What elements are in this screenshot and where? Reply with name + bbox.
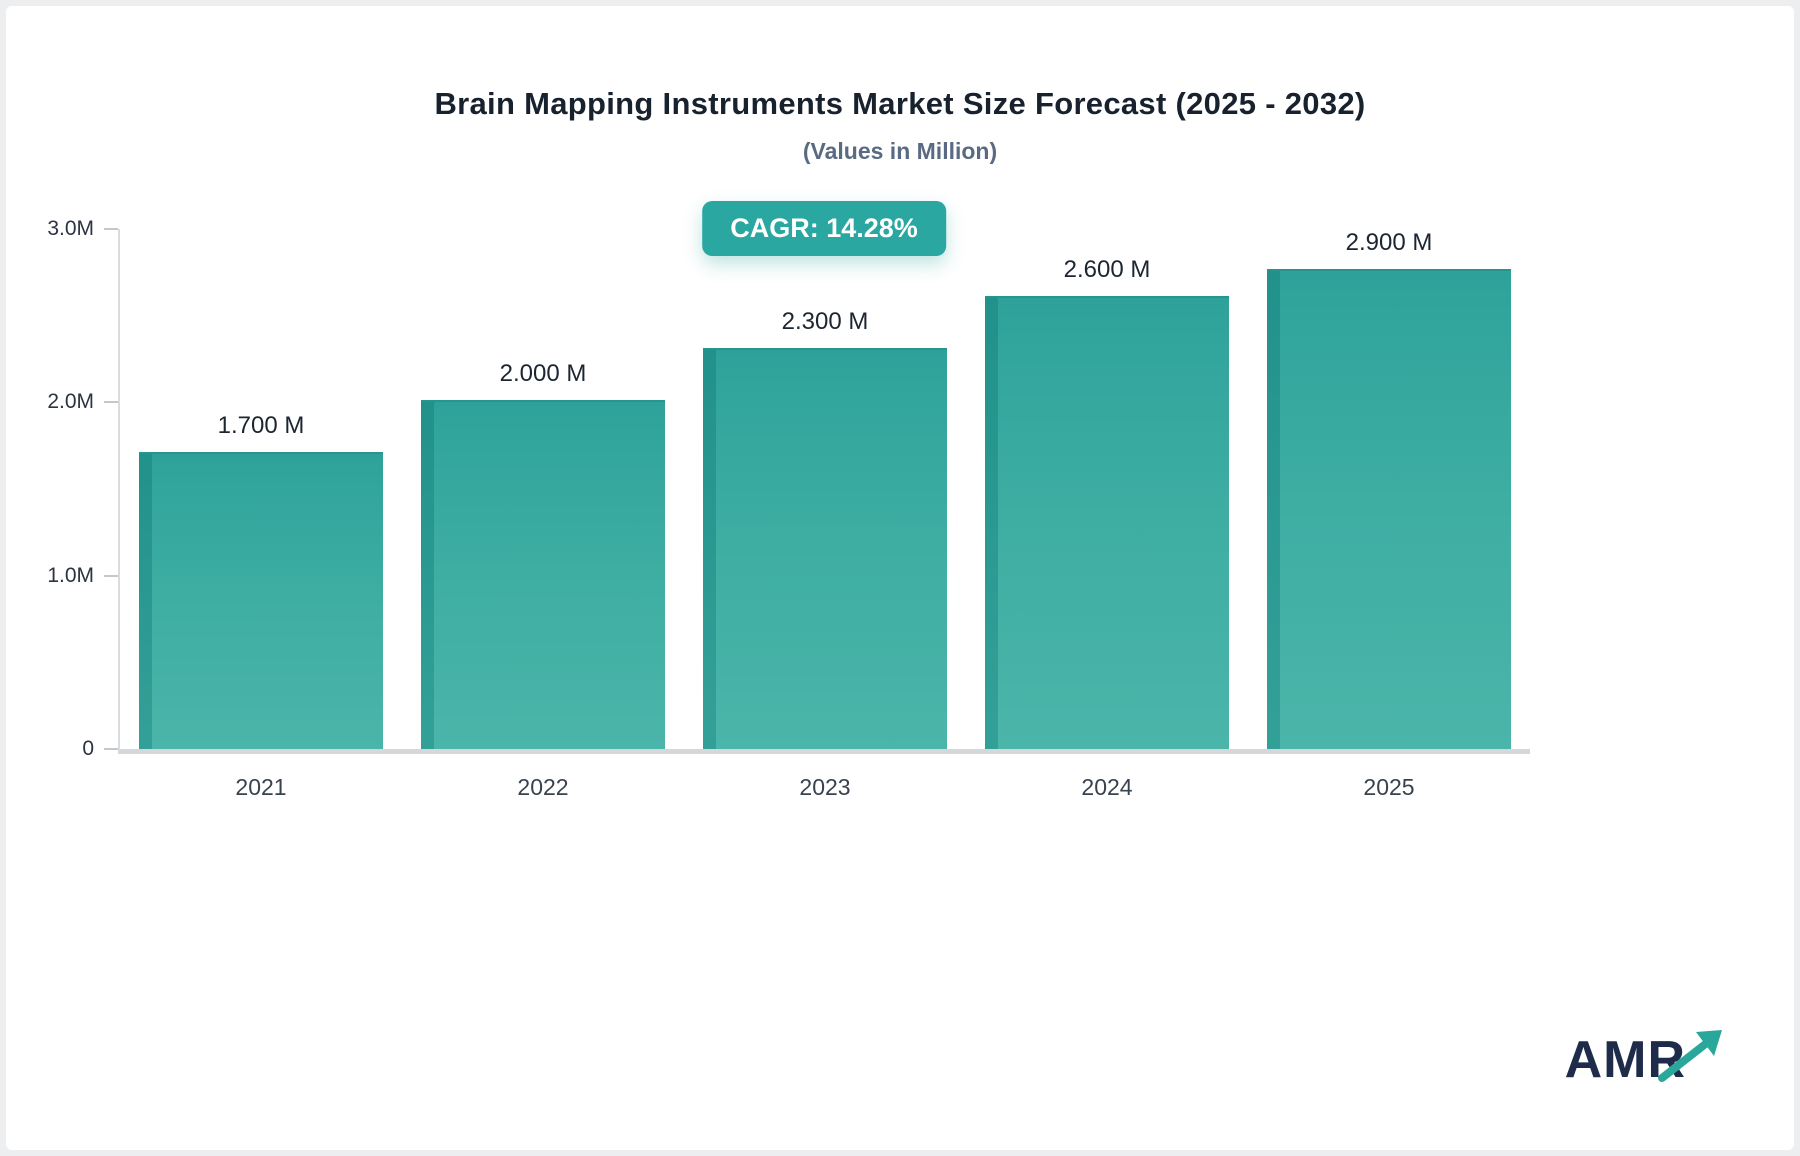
- bar-value-label: 1.700 M: [217, 412, 305, 440]
- growth-arrow-icon: [1658, 1030, 1722, 1082]
- bar-value-label: 2.900 M: [1345, 229, 1433, 256]
- cagr-badge: CAGR: 14.28%: [702, 201, 946, 256]
- amr-logo: AMR: [1565, 1026, 1728, 1086]
- chart-card: Brain Mapping Instruments Market Size Fo…: [6, 6, 1794, 1150]
- x-axis-label: 2021: [235, 774, 287, 800]
- bar-2022: [421, 400, 665, 749]
- bar-column: 2.900 M 2025: [1255, 229, 1523, 800]
- y-tick: 3.0M: [47, 217, 118, 241]
- plot-area: 1.700 M 2021 2.000 M 2022 2.300 M 2023 2.600 M…: [118, 229, 1530, 800]
- y-tick: 1.0M: [47, 564, 118, 588]
- bar-2021: [139, 452, 383, 749]
- x-axis-label: 2022: [517, 774, 569, 800]
- chart: CAGR: 14.28% 3.0M 2.0M 1.0M 0 1.700 M 2021 2.…: [36, 201, 1536, 800]
- chart-subtitle: (Values in Million): [802, 138, 998, 164]
- y-tick: 2.0M: [47, 390, 118, 414]
- y-axis: 3.0M 2.0M 1.0M 0: [36, 217, 118, 760]
- y-tick: 0: [82, 737, 118, 761]
- bar-column: 2.300 M 2023: [691, 229, 959, 800]
- x-axis-label: 2024: [1081, 774, 1133, 800]
- bar-2025: [1267, 269, 1511, 749]
- bar-2024: [985, 296, 1229, 749]
- bar-column: 2.000 M 2022: [409, 229, 677, 800]
- x-axis-label: 2025: [1363, 774, 1415, 800]
- bar-column: 2.600 M 2024: [973, 229, 1241, 800]
- x-axis-label: 2023: [799, 774, 851, 800]
- bar-2023: [703, 348, 947, 749]
- bar-value-label: 2.300 M: [781, 308, 869, 336]
- bar-column: 1.700 M 2021: [127, 229, 395, 800]
- bar-value-label: 2.600 M: [1063, 256, 1151, 284]
- chart-title: Brain Mapping Instruments Market Size Fo…: [434, 86, 1366, 121]
- bar-value-label: 2.000 M: [499, 360, 587, 388]
- chart-row: 3.0M 2.0M 1.0M 0 1.700 M 2021 2.000 M 2022 2.30…: [36, 217, 1536, 800]
